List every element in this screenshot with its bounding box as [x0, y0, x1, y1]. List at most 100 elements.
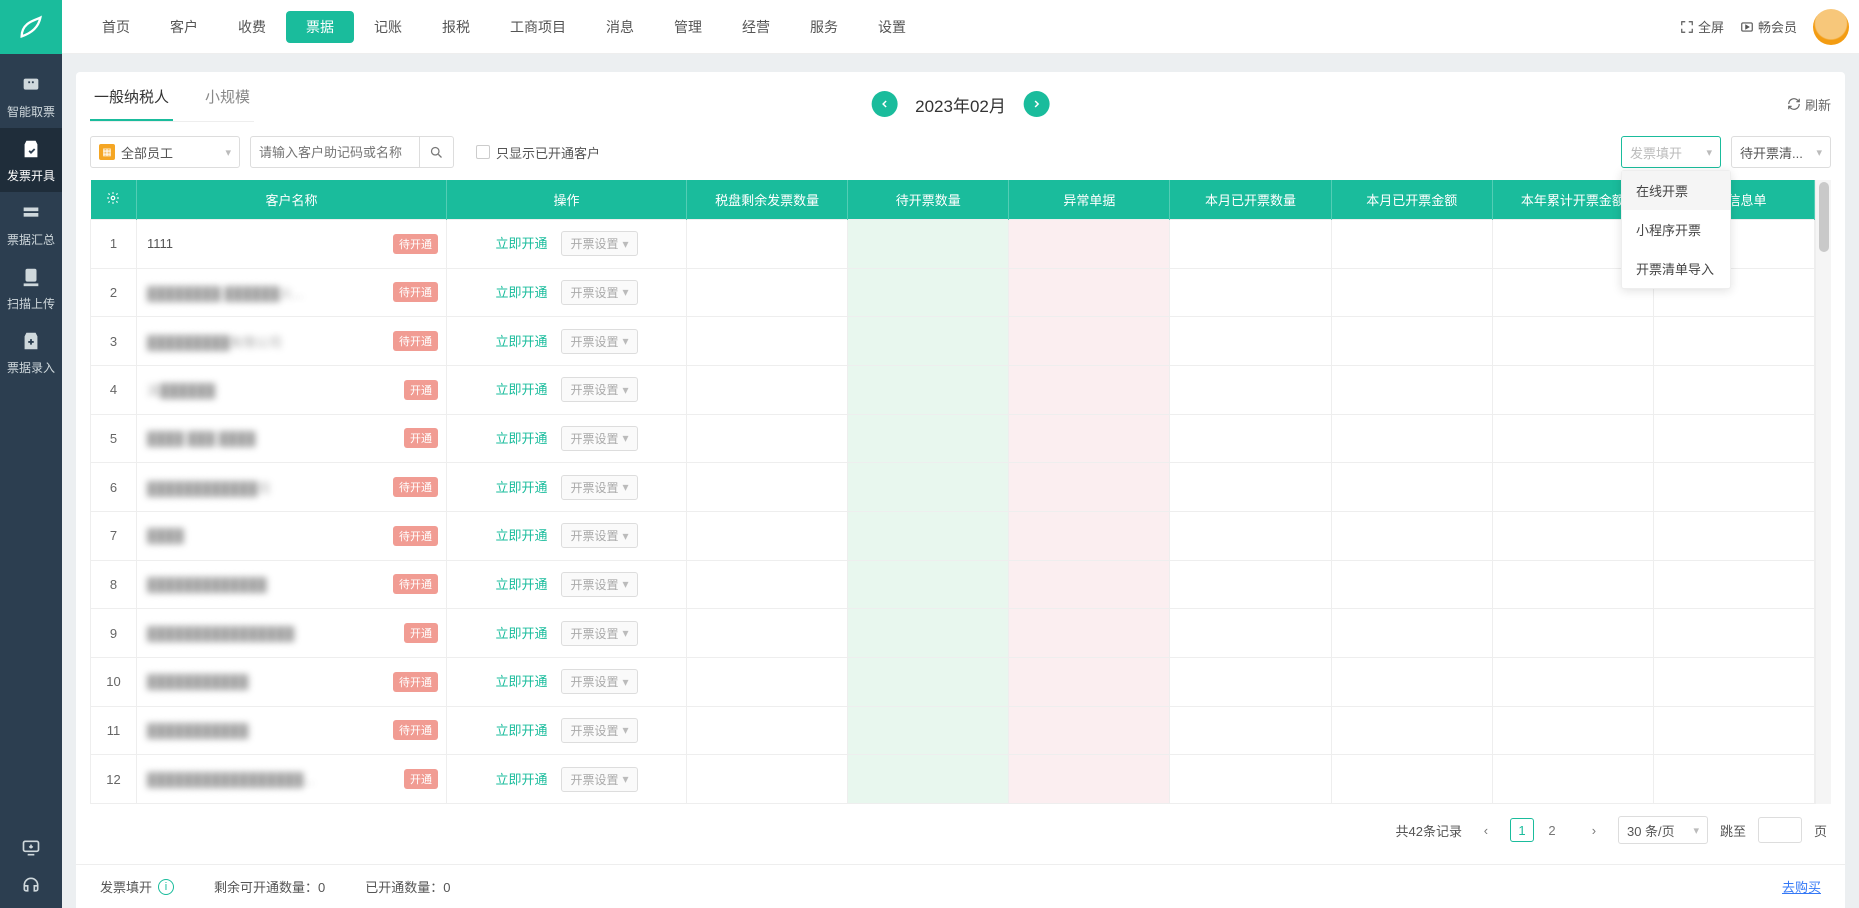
prev-page-button[interactable]: ‹: [1474, 818, 1498, 842]
cell: [1009, 317, 1170, 366]
cell: [1492, 560, 1653, 609]
invoice-settings-button[interactable]: 开票设置 ▾: [561, 718, 637, 743]
app-logo[interactable]: [0, 0, 62, 54]
topnav-item[interactable]: 客户: [150, 11, 218, 43]
invoice-settings-button[interactable]: 开票设置 ▾: [561, 621, 637, 646]
employee-select[interactable]: ▦ 全部员工 ▾: [90, 136, 240, 168]
invoice-settings-button[interactable]: 开票设置 ▾: [561, 475, 637, 500]
topnav-item[interactable]: 服务: [790, 11, 858, 43]
topnav-item[interactable]: 报税: [422, 11, 490, 43]
invoice-settings-button[interactable]: 开票设置 ▾: [561, 377, 637, 402]
table-header: 操作: [447, 180, 687, 220]
prev-month-button[interactable]: [871, 91, 897, 117]
search-button[interactable]: [420, 136, 454, 168]
page-number-button[interactable]: 2: [1540, 818, 1564, 842]
row-index: 6: [91, 463, 137, 512]
page-number-button[interactable]: 1: [1510, 818, 1534, 842]
open-now-link[interactable]: 立即开通: [495, 382, 547, 397]
invoice-settings-button[interactable]: 开票设置 ▾: [561, 523, 637, 548]
sidebar-item[interactable]: 票据录入: [0, 320, 62, 384]
dropdown-item[interactable]: 在线开票: [1622, 171, 1730, 210]
topnav-item[interactable]: 首页: [82, 11, 150, 43]
open-now-link[interactable]: 立即开通: [495, 772, 547, 787]
row-index: 11: [91, 706, 137, 755]
gear-icon[interactable]: [91, 180, 137, 220]
topnav-item[interactable]: 工商项目: [490, 11, 586, 43]
cell: [687, 657, 848, 706]
topnav-item[interactable]: 收费: [218, 11, 286, 43]
info-icon[interactable]: i: [158, 879, 174, 895]
customer-search-input[interactable]: [259, 145, 411, 160]
cell: [1170, 317, 1331, 366]
vip-button[interactable]: 畅会员: [1740, 17, 1797, 36]
topnav-item[interactable]: 记账: [354, 11, 422, 43]
sidebar-item[interactable]: 票据汇总: [0, 192, 62, 256]
only-opened-checkbox[interactable]: 只显示已开通客户: [476, 143, 600, 162]
sidebar-label: 票据汇总: [7, 231, 55, 248]
action-cell: 立即开通开票设置 ▾: [447, 365, 687, 414]
vertical-scrollbar[interactable]: [1815, 180, 1831, 804]
topnav-item[interactable]: 经营: [722, 11, 790, 43]
cell: [1331, 609, 1492, 658]
status-badge: 待开通: [393, 720, 438, 740]
cell: [1170, 706, 1331, 755]
row-index: 9: [91, 609, 137, 658]
download-icon[interactable]: [21, 838, 41, 861]
invoice-fill-select[interactable]: 发票填开 ▾: [1621, 136, 1721, 168]
customer-name: ████████ ██████火...: [147, 286, 303, 301]
open-now-link[interactable]: 立即开通: [495, 577, 547, 592]
user-avatar[interactable]: [1813, 9, 1849, 45]
open-now-link[interactable]: 立即开通: [495, 236, 547, 251]
refresh-button[interactable]: 刷新: [1787, 95, 1831, 114]
open-now-link[interactable]: 立即开通: [495, 480, 547, 495]
cell: [848, 657, 1009, 706]
action-cell: 立即开通开票设置 ▾: [447, 317, 687, 366]
open-now-link[interactable]: 立即开通: [495, 528, 547, 543]
only-opened-label: 只显示已开通客户: [496, 143, 600, 162]
headset-icon[interactable]: [21, 875, 41, 898]
invoice-settings-button[interactable]: 开票设置 ▾: [561, 426, 637, 451]
topnav-item[interactable]: 消息: [586, 11, 654, 43]
cell: [687, 365, 848, 414]
jump-page-input[interactable]: [1758, 817, 1802, 843]
open-now-link[interactable]: 立即开通: [495, 674, 547, 689]
action-cell: 立即开通开票设置 ▾: [447, 414, 687, 463]
open-now-link[interactable]: 立即开通: [495, 723, 547, 738]
topnav-item[interactable]: 设置: [858, 11, 926, 43]
open-now-link[interactable]: 立即开通: [495, 626, 547, 641]
customer-name-cell: ████待开通: [137, 511, 447, 560]
invoice-settings-button[interactable]: 开票设置 ▾: [561, 669, 637, 694]
sidebar-item[interactable]: 扫描上传: [0, 256, 62, 320]
invoice-settings-button[interactable]: 开票设置 ▾: [561, 767, 637, 792]
dropdown-item[interactable]: 小程序开票: [1622, 210, 1730, 249]
page-size-select[interactable]: 30 条/页 ▾: [1618, 816, 1708, 844]
sidebar-label: 智能取票: [7, 103, 55, 120]
pending-invoice-select[interactable]: 待开票清... ▾: [1731, 136, 1831, 168]
fullscreen-button[interactable]: 全屏: [1680, 17, 1724, 36]
next-month-button[interactable]: [1024, 91, 1050, 117]
sidebar-item[interactable]: 发票开具: [0, 128, 62, 192]
open-now-link[interactable]: 立即开通: [495, 285, 547, 300]
open-now-link[interactable]: 立即开通: [495, 334, 547, 349]
search-input-wrap: [250, 136, 420, 168]
topnav-item[interactable]: 票据: [286, 11, 354, 43]
sidebar-label: 发票开具: [7, 167, 55, 184]
buy-link[interactable]: 去购买: [1782, 877, 1821, 896]
sidebar-item[interactable]: 智能取票: [0, 64, 62, 128]
dropdown-item[interactable]: 开票清单导入: [1622, 249, 1730, 288]
cell: [848, 706, 1009, 755]
invoice-settings-button[interactable]: 开票设置 ▾: [561, 280, 637, 305]
tab[interactable]: 小规模: [201, 86, 254, 121]
topnav-item[interactable]: 管理: [654, 11, 722, 43]
next-page-button[interactable]: ›: [1582, 818, 1606, 842]
chevron-down-icon: ▾: [225, 146, 231, 159]
customer-name: ████: [147, 528, 184, 543]
invoice-settings-button[interactable]: 开票设置 ▾: [561, 329, 637, 354]
topbar: 首页客户收费票据记账报税工商项目消息管理经营服务设置 全屏 畅会员: [0, 0, 1859, 54]
open-now-link[interactable]: 立即开通: [495, 431, 547, 446]
invoice-settings-button[interactable]: 开票设置 ▾: [561, 572, 637, 597]
invoice-settings-button[interactable]: 开票设置 ▾: [561, 231, 637, 256]
tab[interactable]: 一般纳税人: [90, 86, 173, 121]
action-cell: 立即开通开票设置 ▾: [447, 755, 687, 804]
scrollbar-thumb[interactable]: [1819, 182, 1829, 252]
